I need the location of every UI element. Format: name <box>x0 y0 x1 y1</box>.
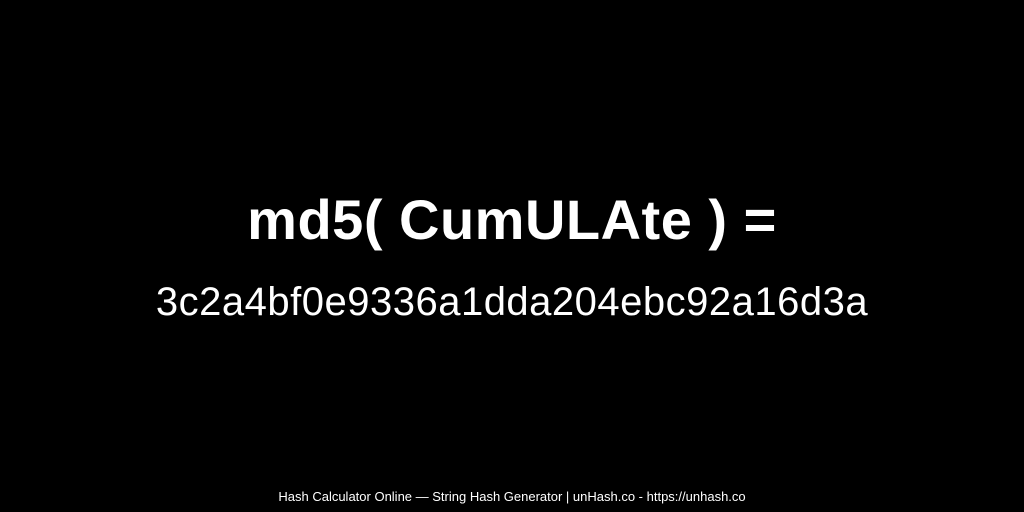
footer-text: Hash Calculator Online — String Hash Gen… <box>0 489 1024 504</box>
main-content: md5( CumULAte ) = 3c2a4bf0e9336a1dda204e… <box>0 0 1024 512</box>
hash-output-value: 3c2a4bf0e9336a1dda204ebc92a16d3a <box>156 280 868 325</box>
hash-expression-title: md5( CumULAte ) = <box>247 187 777 252</box>
